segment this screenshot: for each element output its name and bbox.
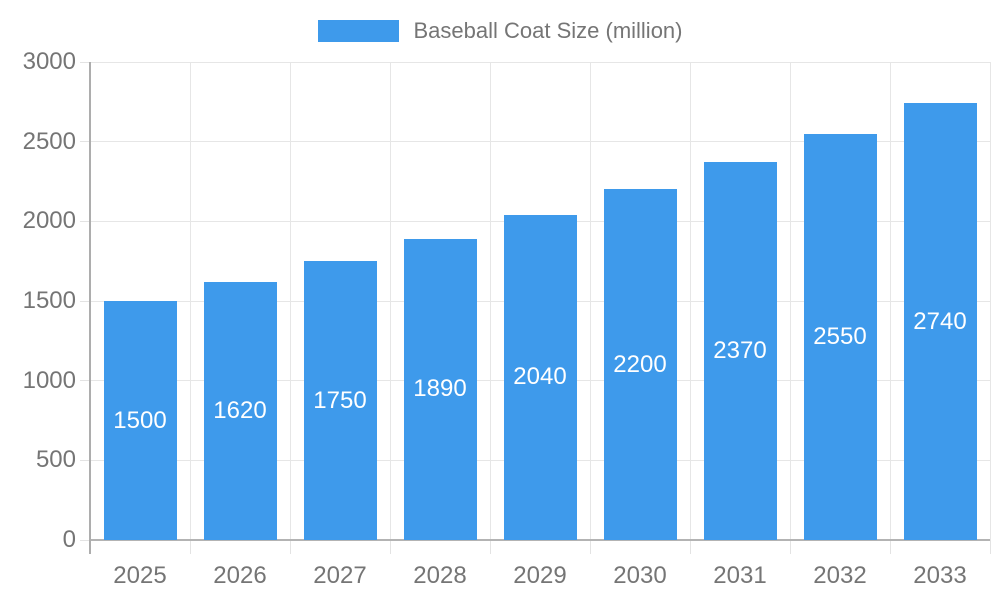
y-axis-tick: [80, 459, 90, 461]
x-tick-label: 2030: [613, 562, 667, 589]
x-tick-label: 2032: [813, 562, 867, 589]
bar[interactable]: [103, 301, 177, 540]
gridline-vertical: [189, 62, 191, 540]
y-axis-tick: [80, 539, 90, 541]
legend-label: Baseball Coat Size (million): [413, 18, 683, 43]
x-axis-baseline: [90, 539, 990, 541]
bar[interactable]: [903, 103, 977, 540]
x-axis-tick: [589, 540, 591, 554]
y-tick-label: 1000: [22, 366, 76, 394]
x-axis-tick: [989, 540, 991, 554]
y-tick-label: 500: [35, 446, 76, 474]
x-axis-tick: [389, 540, 391, 554]
gridline-vertical: [589, 62, 591, 540]
bar[interactable]: [703, 162, 777, 540]
x-axis-tick: [189, 540, 191, 554]
y-axis-tick: [80, 141, 90, 143]
y-tick-label: 2000: [22, 207, 76, 235]
gridline-horizontal: [90, 141, 990, 143]
x-tick-label: 2033: [913, 562, 967, 589]
x-tick-label: 2026: [213, 562, 267, 589]
x-tick-label: 2028: [413, 562, 467, 589]
x-axis-tick: [489, 540, 491, 554]
gridline-vertical: [689, 62, 691, 540]
x-axis-tick: [289, 540, 291, 554]
y-axis-tick: [80, 380, 90, 382]
gridline-vertical: [889, 62, 891, 540]
bar[interactable]: [803, 133, 877, 540]
y-axis-line: [89, 62, 91, 554]
x-tick-label: 2025: [113, 562, 167, 589]
bar[interactable]: [603, 189, 677, 540]
bar[interactable]: [203, 281, 277, 540]
y-tick-label: 0: [62, 526, 76, 553]
x-axis-tick: [789, 540, 791, 554]
gridline-vertical: [389, 62, 391, 540]
gridline-vertical: [989, 62, 991, 540]
gridline-vertical: [489, 62, 491, 540]
x-axis-tick: [889, 540, 891, 554]
y-tick-label: 2500: [22, 127, 76, 155]
y-axis-tick: [80, 220, 90, 222]
x-tick-label: 2029: [513, 562, 567, 589]
y-tick-label: 3000: [22, 48, 76, 75]
x-axis-tick: [689, 540, 691, 554]
y-tick-label: 1500: [22, 287, 76, 314]
x-tick-label: 2027: [313, 562, 367, 589]
gridline-vertical: [789, 62, 791, 540]
bar[interactable]: [503, 214, 577, 540]
y-axis-tick: [80, 61, 90, 63]
y-axis-tick: [80, 300, 90, 302]
legend-item[interactable]: Baseball Coat Size (million): [0, 17, 1000, 45]
x-tick-label: 2031: [713, 562, 767, 589]
gridline-vertical: [289, 62, 291, 540]
gridline-horizontal: [90, 61, 990, 63]
legend-swatch: [317, 20, 399, 42]
bar[interactable]: [403, 238, 477, 540]
bar[interactable]: [303, 261, 377, 540]
